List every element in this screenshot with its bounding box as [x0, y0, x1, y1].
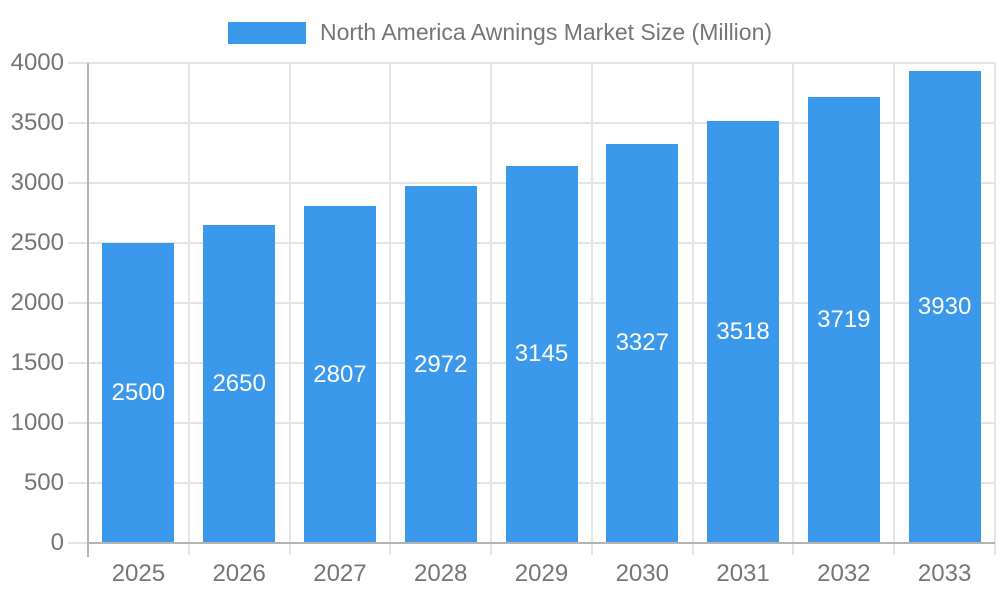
gridline-vertical [590, 63, 593, 543]
x-axis-label: 2026 [212, 560, 266, 587]
y-axis-label: 4000 [10, 49, 64, 76]
bar-value-label: 3930 [917, 293, 972, 321]
y-tick-mark [68, 302, 88, 304]
bar-2025: 2500 [102, 243, 175, 543]
gridline-vertical [490, 63, 493, 543]
legend-swatch-icon [227, 21, 306, 44]
x-tick-mark [792, 543, 795, 555]
y-tick-mark [68, 122, 88, 124]
x-axis-label: 2032 [817, 560, 871, 587]
bar-value-label: 3518 [716, 317, 770, 345]
bar-value-label: 3719 [817, 305, 871, 333]
x-tick-mark [288, 543, 291, 555]
x-tick-mark [994, 543, 996, 555]
bar-2032: 3719 [807, 96, 880, 543]
bar-value-label: 2807 [313, 360, 367, 388]
x-axis-label: 2031 [716, 560, 770, 587]
y-axis-label: 500 [23, 469, 64, 496]
x-tick-mark [691, 543, 694, 555]
y-tick-mark [68, 542, 88, 544]
y-axis-label: 1000 [10, 409, 64, 436]
y-tick-mark [68, 242, 88, 244]
y-axis-label: 2000 [10, 289, 64, 316]
y-axis-label: 0 [50, 529, 64, 556]
bar-2028: 2972 [404, 186, 477, 543]
gridline-vertical [994, 63, 996, 543]
plot-area: 0 500 1000 1500 2000 2500 3000 3500 4000 2500 2650… [11, 49, 996, 587]
bar-2033: 3930 [908, 71, 981, 543]
x-axis-label: 2025 [111, 560, 166, 587]
bar-value-label: 2972 [414, 350, 468, 378]
bar-2030: 3327 [606, 143, 679, 543]
bar-2029: 3145 [505, 165, 578, 543]
bar-value-label: 2500 [111, 379, 166, 406]
x-tick-mark [187, 543, 190, 555]
y-axis-label: 1500 [10, 349, 64, 376]
bar-value-label: 3327 [615, 329, 669, 357]
x-axis-label: 2030 [615, 560, 669, 587]
bar-2026: 2650 [203, 225, 276, 543]
y-tick-mark [68, 482, 88, 484]
gridline-vertical [187, 63, 190, 543]
gridline-vertical [288, 63, 291, 543]
x-axis-line [88, 542, 995, 544]
gridline-vertical [691, 63, 694, 543]
y-tick-mark [68, 422, 88, 424]
y-axis-label: 2500 [10, 229, 64, 256]
x-tick-mark [590, 543, 593, 555]
gridline-vertical [893, 63, 896, 543]
bar-value-label: 2650 [212, 370, 266, 397]
gridline-horizontal [88, 122, 995, 124]
y-tick-mark [68, 182, 88, 184]
bar-2027: 2807 [303, 206, 376, 543]
y-tick-mark [68, 62, 88, 64]
y-axis-line [87, 63, 89, 557]
bar-2031: 3518 [707, 120, 780, 543]
legend-label: North America Awnings Market Size (Milli… [319, 19, 773, 45]
x-axis-label: 2029 [514, 560, 569, 587]
x-tick-mark [490, 543, 493, 555]
legend: North America Awnings Market Size (Milli… [0, 19, 1000, 46]
gridline-vertical [389, 63, 392, 543]
gridline-vertical [792, 63, 795, 543]
x-axis-label: 2033 [917, 560, 972, 587]
x-tick-mark [893, 543, 896, 555]
y-tick-mark [68, 362, 88, 364]
x-axis-label: 2027 [313, 560, 367, 587]
x-axis-label: 2028 [414, 560, 468, 587]
gridline-horizontal [88, 62, 995, 64]
x-tick-mark [389, 543, 392, 555]
y-axis-label: 3000 [10, 169, 64, 196]
bar-value-label: 3145 [514, 340, 569, 368]
legend-item[interactable]: North America Awnings Market Size (Milli… [227, 19, 773, 46]
y-axis-label: 3500 [10, 109, 64, 136]
